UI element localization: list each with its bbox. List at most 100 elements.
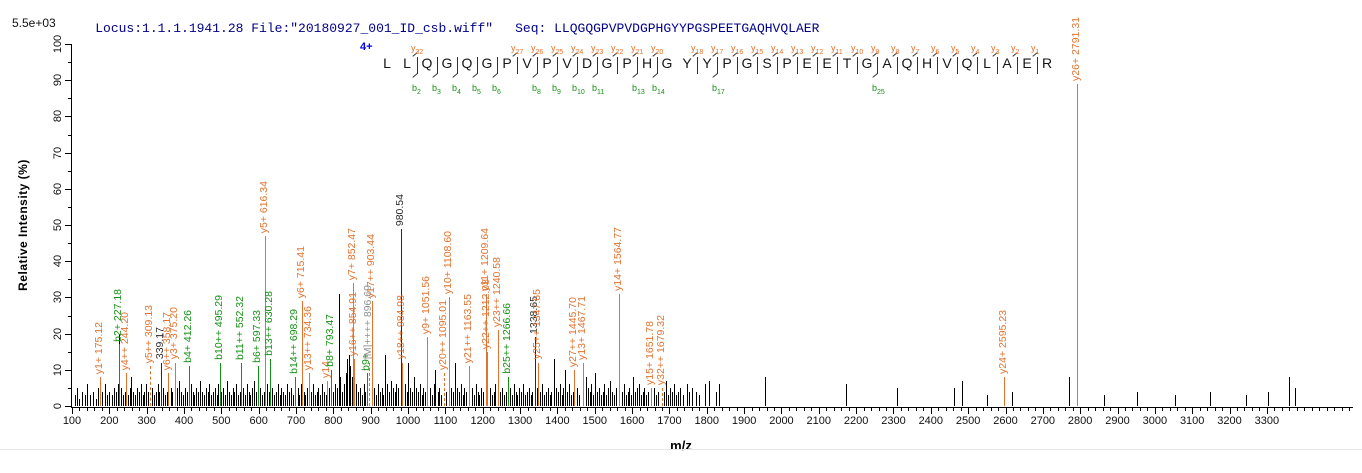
x-tick xyxy=(1132,408,1134,411)
peak xyxy=(356,384,358,406)
fragment-boundary-bar xyxy=(437,57,438,74)
peak xyxy=(159,391,161,406)
peak xyxy=(666,380,668,406)
peak xyxy=(261,395,263,406)
sequence-residue: Q xyxy=(461,55,473,71)
x-tick xyxy=(161,408,163,411)
peak-annotated xyxy=(150,366,152,406)
peak-annotated xyxy=(188,366,190,406)
b-ion-label: b25 xyxy=(872,83,885,96)
peak xyxy=(153,395,155,406)
x-tick xyxy=(490,408,492,411)
x-tick-label: 100 xyxy=(62,415,82,427)
fragment-boundary-bar xyxy=(757,57,758,74)
peak xyxy=(671,391,673,406)
x-tick xyxy=(131,408,133,411)
x-tick xyxy=(198,408,200,411)
peak-annotated xyxy=(125,373,127,406)
y-tick xyxy=(68,98,71,100)
peak xyxy=(144,391,146,406)
peak xyxy=(764,377,766,406)
x-tick-label: 700 xyxy=(286,415,306,427)
sequence-residue: E xyxy=(822,55,832,71)
peak xyxy=(329,387,331,406)
peak xyxy=(248,391,250,406)
x-tick-label: 2500 xyxy=(955,415,981,427)
peak xyxy=(709,380,711,406)
peak xyxy=(342,391,344,406)
peak xyxy=(121,387,123,406)
peak xyxy=(412,391,414,406)
x-tick-label: 1300 xyxy=(507,415,533,427)
sequence-residue: P xyxy=(502,55,512,71)
x-tick xyxy=(422,408,424,411)
x-tick xyxy=(617,408,619,411)
peak xyxy=(704,384,706,406)
x-tick xyxy=(124,408,126,411)
b-ion-slash xyxy=(552,73,558,78)
peak xyxy=(600,395,602,406)
x-tick-label: 1800 xyxy=(694,415,719,427)
peak xyxy=(419,384,421,406)
x-tick xyxy=(1326,408,1328,411)
peak xyxy=(325,395,327,406)
x-tick xyxy=(579,408,581,411)
x-tick xyxy=(1147,408,1149,411)
x-tick xyxy=(273,408,275,411)
peak xyxy=(303,391,305,406)
peak-annotated xyxy=(301,301,303,406)
peak xyxy=(104,384,106,406)
peak-annotated xyxy=(486,293,488,406)
peak xyxy=(136,387,138,406)
x-tick xyxy=(101,408,103,411)
b-ion-slash xyxy=(712,73,718,78)
peak xyxy=(113,387,115,406)
peak xyxy=(415,387,417,406)
peak xyxy=(281,387,283,406)
peak-annotated xyxy=(353,358,355,406)
x-tick-label: 3100 xyxy=(1179,415,1205,427)
locus-file-text: Locus:1.1.1.1941.28 File:"20180927_001_I… xyxy=(95,21,494,36)
fragment-boundary-bar xyxy=(897,57,898,74)
b-ion-label: b3 xyxy=(432,83,441,96)
peak xyxy=(84,395,86,406)
peak xyxy=(213,391,215,406)
peak xyxy=(92,391,94,406)
x-tick xyxy=(535,408,537,411)
x-tick xyxy=(348,408,350,411)
fragment-boundary-bar xyxy=(497,57,498,74)
y-ion-label: y25 xyxy=(551,43,564,56)
peak xyxy=(246,384,248,406)
x-tick xyxy=(169,408,171,411)
peak xyxy=(406,391,408,406)
x-tick-label: 2200 xyxy=(843,415,869,427)
x-tick-label: 3000 xyxy=(1142,415,1168,427)
x-tick xyxy=(1311,408,1313,411)
x-tick xyxy=(1124,408,1126,411)
x-tick xyxy=(1035,408,1037,411)
x-tick xyxy=(699,408,701,411)
x-tick xyxy=(1207,408,1209,411)
peak-label: b6+ 597.33 xyxy=(250,310,263,364)
x-tick xyxy=(1169,408,1171,411)
y-ion-label: y2 xyxy=(1011,43,1020,56)
peak xyxy=(320,395,322,406)
y-tick xyxy=(65,261,71,263)
x-tick xyxy=(1110,408,1112,411)
peak xyxy=(570,395,572,406)
peak-label: y18++ 984.98 xyxy=(395,295,408,360)
peak xyxy=(678,391,680,406)
peak xyxy=(205,387,207,406)
sequence-residue: S xyxy=(762,55,772,71)
peak xyxy=(203,395,205,406)
peak xyxy=(664,391,666,406)
peak xyxy=(221,391,223,406)
x-tick xyxy=(370,408,372,414)
peak xyxy=(312,384,314,406)
peak xyxy=(1294,387,1296,406)
y-tick xyxy=(68,315,71,317)
x-tick xyxy=(684,408,686,411)
sequence-residue: Y xyxy=(702,55,712,71)
peak xyxy=(164,395,166,406)
